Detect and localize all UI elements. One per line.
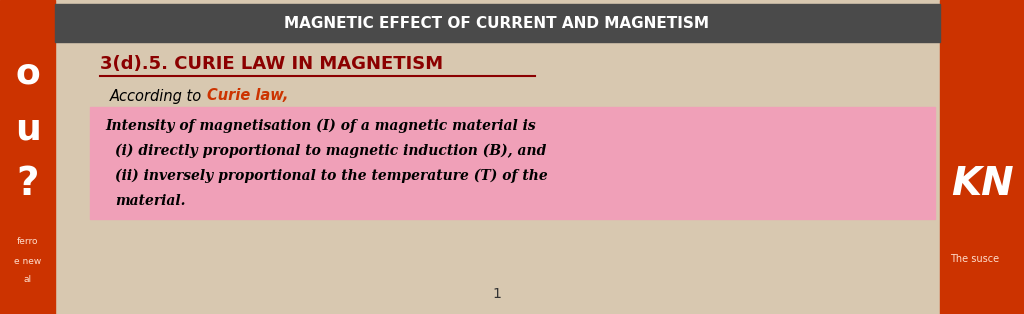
Text: 1: 1 [493,287,502,301]
Text: material.: material. [115,194,185,208]
Text: (i) directly proportional to magnetic induction (B), and: (i) directly proportional to magnetic in… [115,144,547,158]
Text: MAGNETIC EFFECT OF CURRENT AND MAGNETISM: MAGNETIC EFFECT OF CURRENT AND MAGNETISM [285,15,710,30]
Text: 3(d).5. CURIE LAW IN MAGNETISM: 3(d).5. CURIE LAW IN MAGNETISM [100,55,443,73]
Text: ferro: ferro [17,237,39,246]
Text: KN: KN [950,165,1014,203]
Text: al: al [24,274,32,284]
Bar [90,107,935,219]
Text: e new: e new [14,257,42,267]
Text: Curie law,: Curie law, [207,89,289,104]
Text: u: u [15,112,41,146]
Text: (ii) inversely proportional to the temperature (T) of the: (ii) inversely proportional to the tempe… [115,169,548,183]
Bar [55,4,940,42]
Bar [940,0,1024,314]
Text: ?: ? [16,165,39,203]
Text: o: o [15,57,40,91]
Text: According to: According to [110,89,207,104]
Text: Intensity of magnetisation (I) of a magnetic material is: Intensity of magnetisation (I) of a magn… [105,119,536,133]
Bar [0,0,55,314]
Text: The susce: The susce [950,254,999,264]
